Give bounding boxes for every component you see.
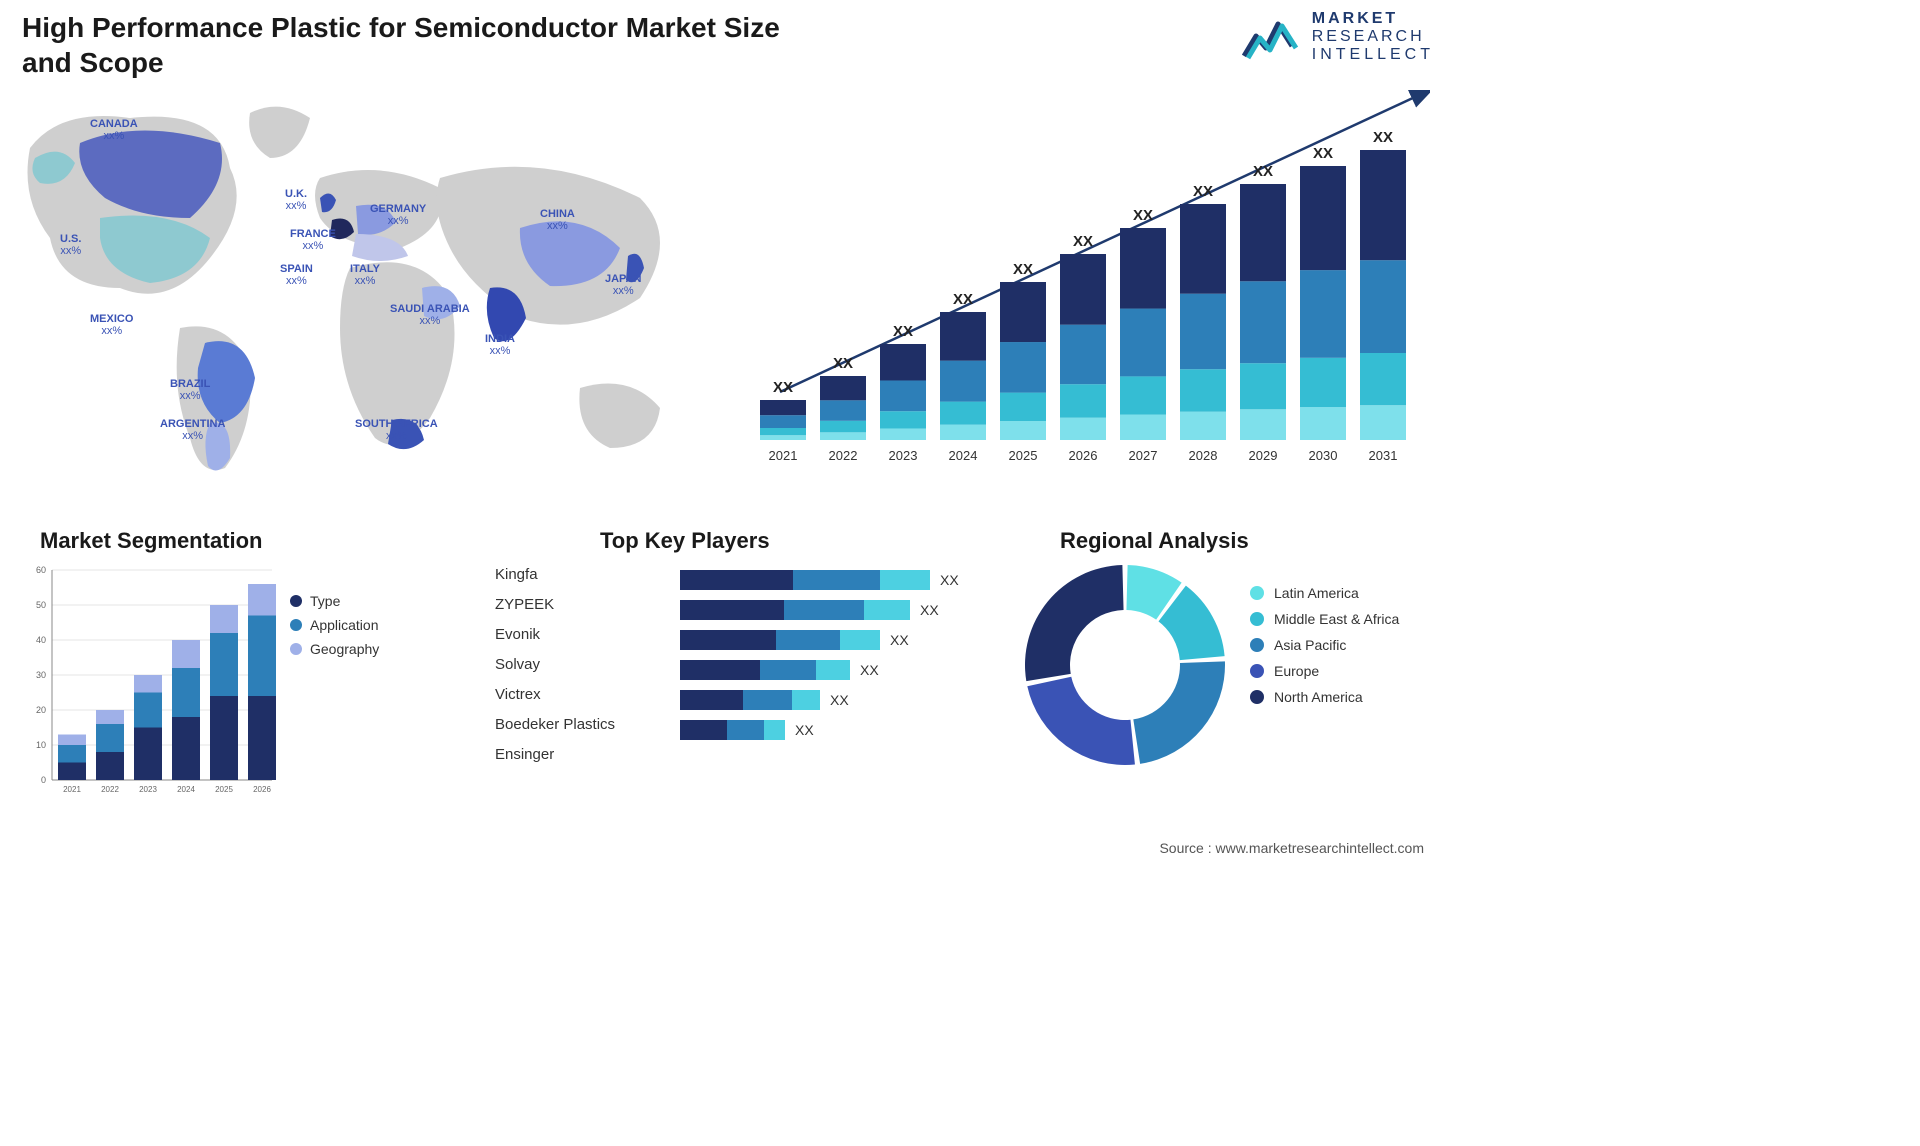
regional-title: Regional Analysis <box>1060 528 1249 554</box>
segmentation-chart: 0 10 20 30 40 50 60 2021 2022 2023 2024 2025 2026 <box>20 560 280 810</box>
map-label: MEXICOxx% <box>90 313 133 337</box>
map-label: U.S.xx% <box>60 233 81 257</box>
svg-text:XX: XX <box>1013 261 1033 278</box>
svg-text:XX: XX <box>953 291 973 308</box>
map-label: JAPANxx% <box>605 273 641 297</box>
svg-text:XX: XX <box>1313 145 1333 162</box>
players-list: KingfaZYPEEKEvonikSolvayVictrexBoedeker … <box>495 560 615 770</box>
svg-text:2027: 2027 <box>1129 448 1158 463</box>
legend-item: Asia Pacific <box>1250 637 1399 653</box>
world-map: CANADAxx% U.S.xx% MEXICOxx% BRAZILxx% ARGENT… <box>20 88 710 488</box>
player-name: Boedeker Plastics <box>495 710 615 740</box>
svg-text:2026: 2026 <box>1069 448 1098 463</box>
legend-item: Middle East & Africa <box>1250 611 1399 627</box>
source-text: Source : www.marketresearchintellect.com <box>1159 840 1424 856</box>
svg-text:2023: 2023 <box>889 448 918 463</box>
growth-bar-chart: XX 2021 XX 2022 XX 2023 XX 2024 XX 2025 XX 2026 XX 20… <box>740 90 1430 480</box>
svg-text:XX: XX <box>773 379 793 396</box>
segmentation-title: Market Segmentation <box>40 528 263 554</box>
player-name: ZYPEEK <box>495 590 615 620</box>
svg-text:50: 50 <box>36 600 46 610</box>
player-bar-row: XX <box>680 655 1000 685</box>
svg-text:2025: 2025 <box>215 785 233 794</box>
map-label: GERMANYxx% <box>370 203 426 227</box>
map-label: U.K.xx% <box>285 188 307 212</box>
logo-text-2: RESEARCH <box>1312 28 1434 46</box>
player-name: Victrex <box>495 680 615 710</box>
svg-text:XX: XX <box>833 355 853 372</box>
player-name: Ensinger <box>495 740 615 770</box>
page-title: High Performance Plastic for Semiconduct… <box>22 10 802 80</box>
map-label: FRANCExx% <box>290 228 336 252</box>
svg-text:0: 0 <box>41 775 46 785</box>
svg-text:2022: 2022 <box>101 785 119 794</box>
svg-text:2023: 2023 <box>139 785 157 794</box>
player-bar-row: XX <box>680 595 1000 625</box>
svg-text:40: 40 <box>36 635 46 645</box>
svg-text:2030: 2030 <box>1309 448 1338 463</box>
svg-text:XX: XX <box>1193 183 1213 200</box>
player-bar-row: XX <box>680 685 1000 715</box>
svg-text:XX: XX <box>1373 129 1393 146</box>
legend-item: Europe <box>1250 663 1399 679</box>
svg-text:2024: 2024 <box>177 785 195 794</box>
brand-logo: MARKET RESEARCH INTELLECT <box>1242 10 1434 64</box>
svg-text:2025: 2025 <box>1009 448 1038 463</box>
legend-item: Latin America <box>1250 585 1399 601</box>
map-label: CHINAxx% <box>540 208 575 232</box>
regional-legend: Latin America Middle East & Africa Asia Pa… <box>1250 575 1399 715</box>
players-title: Top Key Players <box>600 528 770 554</box>
logo-mark-icon <box>1242 12 1302 62</box>
svg-text:2029: 2029 <box>1249 448 1278 463</box>
player-name: Kingfa <box>495 560 615 590</box>
map-label: INDIAxx% <box>485 333 515 357</box>
player-name: Evonik <box>495 620 615 650</box>
map-label: ARGENTINAxx% <box>160 418 225 442</box>
regional-donut-chart <box>1020 560 1230 770</box>
svg-text:2024: 2024 <box>949 448 978 463</box>
map-label: SOUTH AFRICAxx% <box>355 418 438 442</box>
legend-item: Geography <box>290 641 379 657</box>
svg-text:2028: 2028 <box>1189 448 1218 463</box>
logo-text-1: MARKET <box>1312 10 1434 28</box>
player-bar-row: XX <box>680 625 1000 655</box>
svg-text:30: 30 <box>36 670 46 680</box>
svg-text:2026: 2026 <box>253 785 271 794</box>
legend-item: North America <box>1250 689 1399 705</box>
svg-text:2021: 2021 <box>63 785 81 794</box>
map-label: BRAZILxx% <box>170 378 210 402</box>
svg-text:2022: 2022 <box>829 448 858 463</box>
svg-text:2031: 2031 <box>1369 448 1398 463</box>
map-label: CANADAxx% <box>90 118 138 142</box>
svg-text:XX: XX <box>1133 207 1153 224</box>
svg-text:2021: 2021 <box>769 448 798 463</box>
segmentation-legend: Type Application Geography <box>290 585 379 665</box>
svg-text:XX: XX <box>1073 233 1093 250</box>
svg-text:XX: XX <box>893 323 913 340</box>
map-label: ITALYxx% <box>350 263 380 287</box>
svg-text:10: 10 <box>36 740 46 750</box>
logo-text-3: INTELLECT <box>1312 46 1434 64</box>
players-bar-chart: XXXXXXXXXXXX <box>680 565 1000 745</box>
legend-item: Application <box>290 617 379 633</box>
legend-item: Type <box>290 593 379 609</box>
svg-text:XX: XX <box>1253 163 1273 180</box>
player-bar-row: XX <box>680 565 1000 595</box>
map-label: SPAINxx% <box>280 263 313 287</box>
svg-text:60: 60 <box>36 565 46 575</box>
player-name: Solvay <box>495 650 615 680</box>
map-label: SAUDI ARABIAxx% <box>390 303 470 327</box>
player-bar-row: XX <box>680 715 1000 745</box>
svg-text:20: 20 <box>36 705 46 715</box>
